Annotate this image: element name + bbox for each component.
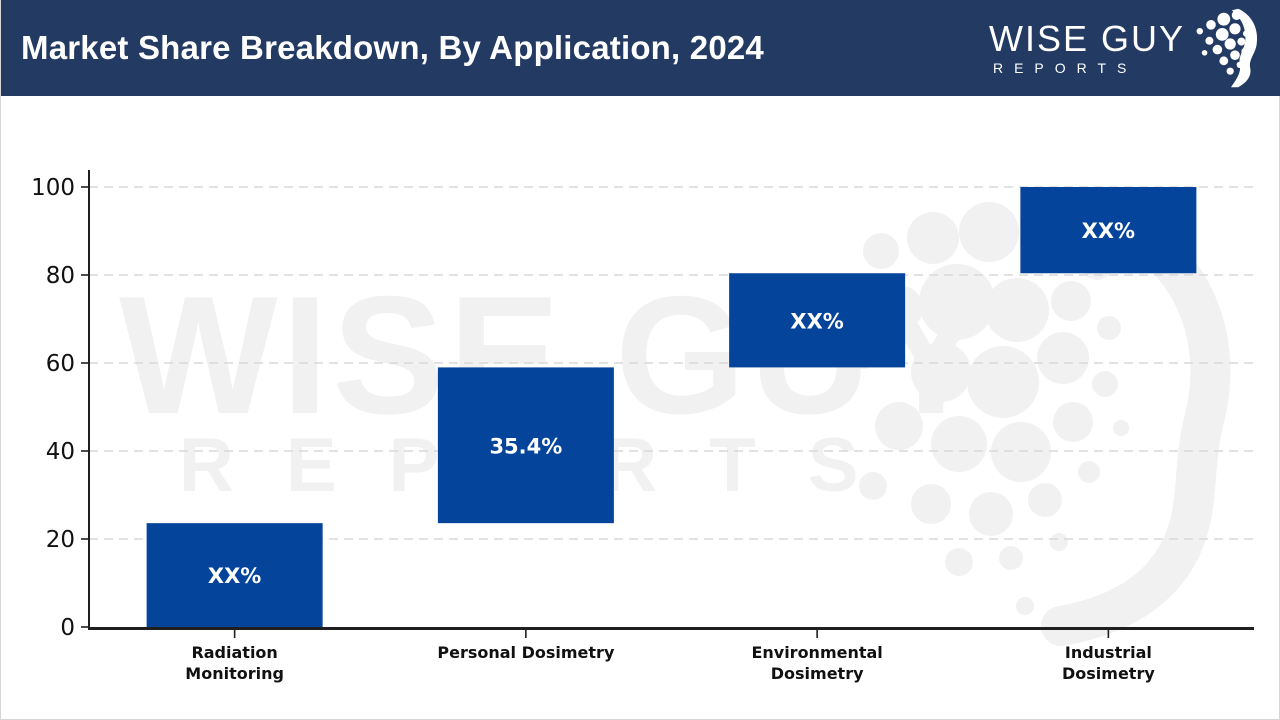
logo-head-dots-icon <box>1196 8 1258 88</box>
y-tick-label: 0 <box>60 615 75 641</box>
x-category-label: Monitoring <box>185 664 284 683</box>
x-category-label: Dosimetry <box>771 664 864 683</box>
report-header: Market Share Breakdown, By Application, … <box>1 0 1280 96</box>
x-category-label: Environmental <box>751 643 882 662</box>
logo-wordmark-line2: REPORTS <box>992 60 1138 76</box>
y-tick-label: 20 <box>46 527 75 553</box>
bar <box>437 367 614 524</box>
report-title: Market Share Breakdown, By Application, … <box>21 29 764 66</box>
bar <box>146 523 323 627</box>
x-category-label: Dosimetry <box>1062 664 1155 683</box>
wiseguy-logo: WISE GUY REPORTS <box>989 7 1259 89</box>
y-tick-label: 40 <box>46 439 75 465</box>
bar-value-label: XX% <box>208 564 261 588</box>
bar-chart-plot: 0 20 40 60 80 100 XX% Radiation Monitoring 35.4% P… <box>31 170 1254 683</box>
logo-wordmark-line1: WISE GUY <box>988 18 1185 59</box>
bar-value-label: XX% <box>790 309 843 333</box>
logo-wordmark: WISE GUY REPORTS <box>988 18 1185 76</box>
bar-value-label: XX% <box>1082 219 1135 243</box>
x-category-label: Industrial <box>1065 643 1152 662</box>
y-tick-label: 60 <box>46 351 75 377</box>
bar-value-label: 35.4% <box>489 434 562 458</box>
y-tick-label: 100 <box>31 175 75 201</box>
x-category-label: Personal Dosimetry <box>437 643 615 662</box>
x-category-label: Radiation <box>191 643 277 662</box>
y-tick-label: 80 <box>46 263 75 289</box>
